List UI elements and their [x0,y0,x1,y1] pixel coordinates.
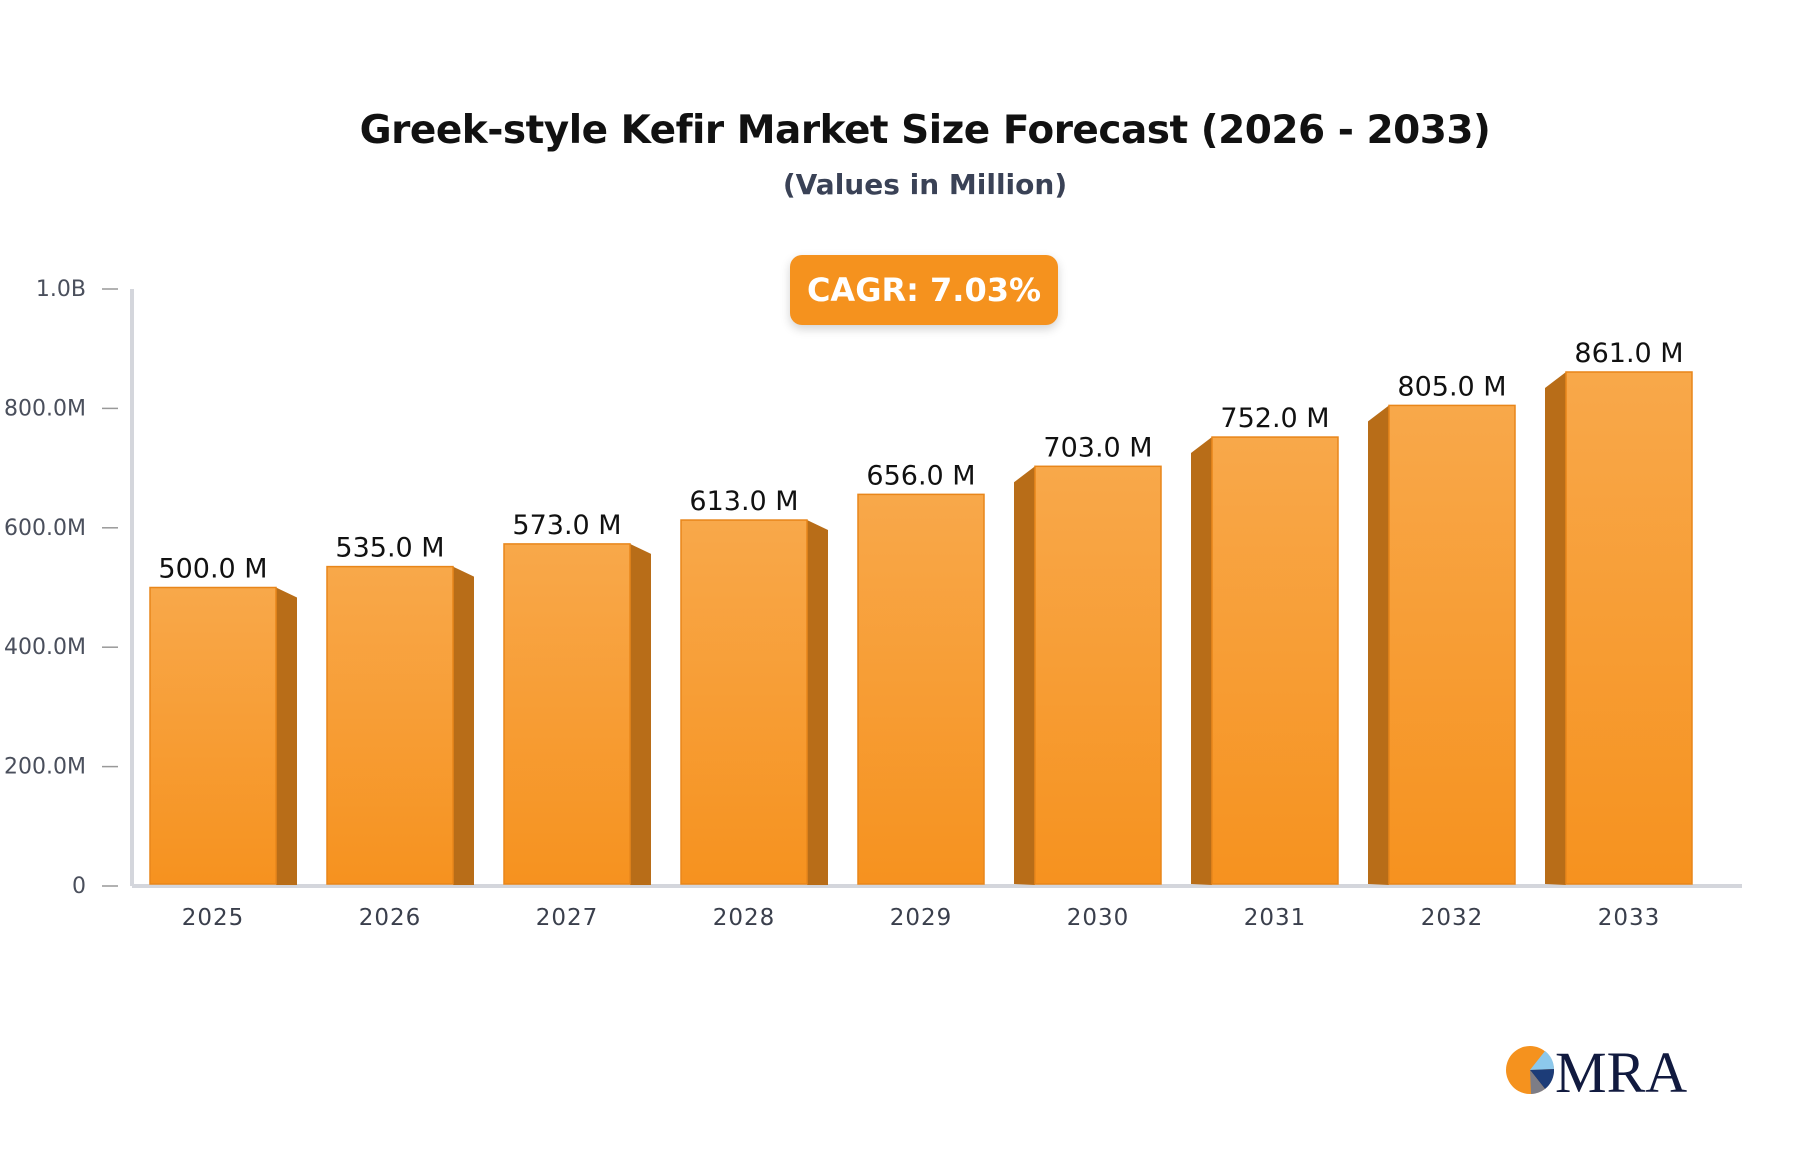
bar-side [630,543,651,885]
bar-2032: 805.0 M 2032 [1368,371,1516,931]
data-label: 752.0 M [1220,403,1329,434]
data-label: 861.0 M [1574,338,1683,369]
y-tick-label: 1.0B [36,277,86,302]
y-tick-label: 0 [72,874,86,899]
x-tick-label: 2030 [1067,905,1130,931]
y-tick-label: 600.0M [4,516,86,541]
bar-2033: 861.0 M 2033 [1545,338,1693,931]
logo-pie-icon: MRA [1506,1040,1687,1100]
bar-side [1191,437,1212,885]
data-label: 805.0 M [1397,371,1506,402]
data-label: 703.0 M [1043,432,1152,463]
chart-title: Greek-style Kefir Market Size Forecast (… [359,108,1491,153]
chart-subtitle: (Values in Million) [782,168,1068,201]
bar [680,519,808,885]
logo-text: MRA [1555,1040,1687,1100]
y-tick-label: 800.0M [4,396,86,421]
x-tick-label: 2032 [1421,905,1484,931]
data-label: 613.0 M [689,486,798,517]
bar [503,543,631,885]
mra-logo: MRA [1505,1040,1695,1100]
bar-side [1014,466,1035,885]
bar [1211,436,1339,885]
bar-side [1368,405,1389,885]
y-tick-label: 400.0M [4,635,86,660]
bar-side [276,587,297,885]
cagr-badge: CAGR: 7.03% [790,255,1058,325]
x-tick-label: 2025 [182,905,245,931]
data-label: 500.0 M [158,554,267,585]
x-tick-label: 2031 [1244,905,1307,931]
x-tick-label: 2029 [890,905,953,931]
bar [1565,371,1693,885]
data-label: 656.0 M [866,460,975,491]
bar-2028: 613.0 M 2028 [680,486,828,931]
bar-2025: 500.0 M 2025 [149,554,297,931]
bar [149,586,277,885]
bar-2031: 752.0 M 2031 [1191,403,1339,931]
bar [326,565,454,885]
bar-side [1545,371,1566,885]
x-tick-label: 2027 [536,905,599,931]
bar-2030: 703.0 M 2030 [1014,432,1162,931]
data-label: 535.0 M [335,533,444,564]
data-label: 573.0 M [512,510,621,541]
y-tick-label: 200.0M [4,755,86,780]
bar [1388,404,1516,885]
bar-side [453,566,474,885]
bar-2026: 535.0 M 2026 [326,533,474,931]
bar [1034,465,1162,885]
x-tick-label: 2033 [1598,905,1661,931]
bar-side [807,520,828,885]
bar-2027: 573.0 M 2027 [503,510,651,931]
x-tick-label: 2026 [359,905,422,931]
bar [857,493,985,885]
x-tick-label: 2028 [713,905,776,931]
bar-2029: 656.0 M 2029 [857,460,985,931]
